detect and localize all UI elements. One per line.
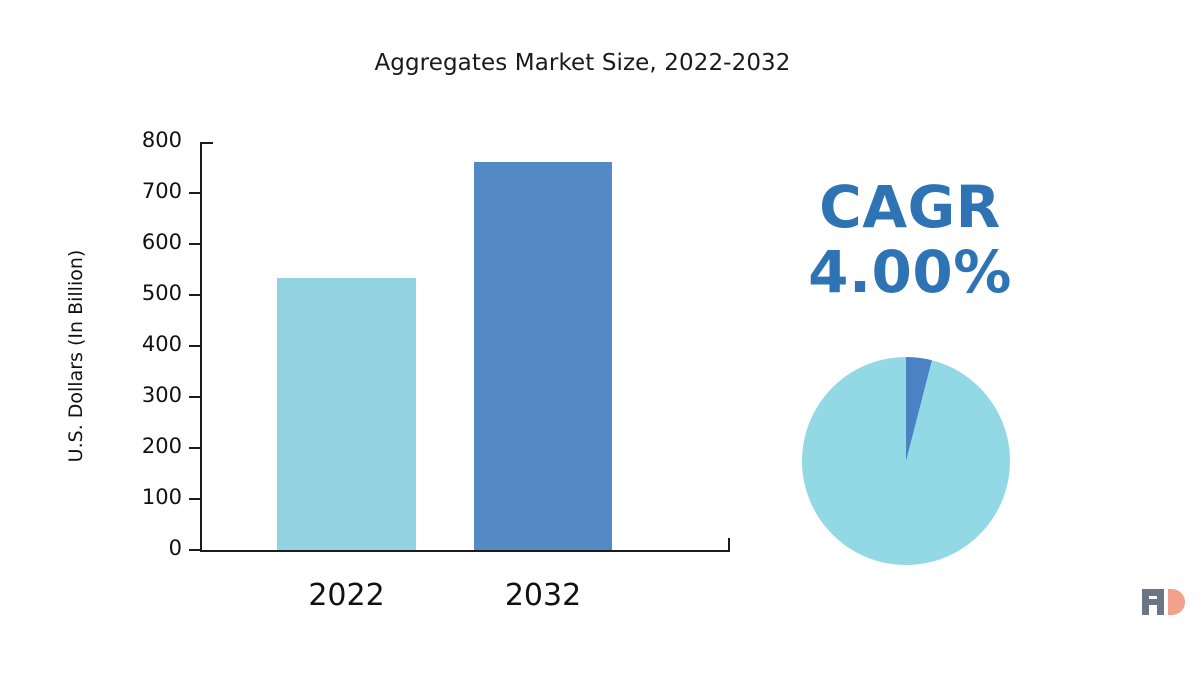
pie-slice-growth-share bbox=[906, 357, 932, 461]
y-axis-tick bbox=[189, 549, 201, 551]
cagr-annotation: CAGR 4.00% bbox=[795, 173, 1025, 307]
y-axis-line bbox=[200, 142, 202, 552]
pie-chart-svg bbox=[802, 357, 1010, 565]
y-axis-title: U.S. Dollars (In Billion) bbox=[65, 249, 87, 463]
page-title: Aggregates Market Size, 2022-2032 bbox=[374, 50, 791, 76]
y-axis-tick-label: 300 bbox=[141, 383, 182, 407]
cagr-value: 4.00% bbox=[808, 238, 1012, 307]
brand-logo bbox=[1142, 585, 1194, 619]
logo-letter-d bbox=[1168, 589, 1185, 615]
x-axis-label-2032: 2032 bbox=[504, 578, 582, 613]
y-axis-tick-label: 400 bbox=[141, 332, 182, 356]
y-axis-tick-label: 500 bbox=[141, 281, 182, 305]
y-axis-tick-label: 0 bbox=[168, 536, 182, 560]
x-axis-end-tick bbox=[728, 538, 730, 551]
y-axis-tick bbox=[189, 192, 201, 194]
pie-chart bbox=[801, 356, 1011, 566]
y-axis-tick bbox=[189, 447, 201, 449]
y-axis-tick bbox=[189, 498, 201, 500]
logo-letter-r bbox=[1142, 589, 1164, 615]
x-axis-label-2022: 2022 bbox=[308, 578, 385, 613]
bar-2022 bbox=[277, 278, 416, 550]
cagr-label: CAGR bbox=[819, 173, 1001, 241]
y-axis-tick bbox=[189, 396, 201, 398]
bar-chart-plot: 0 100 200 300 400 500 600 700 800 U.S. Dollars (… bbox=[65, 128, 730, 613]
brand-logo-svg bbox=[1142, 589, 1185, 615]
y-axis-tick bbox=[189, 345, 201, 347]
y-axis-tick-label: 200 bbox=[141, 434, 182, 458]
y-axis-tick-label: 100 bbox=[141, 485, 182, 509]
y-axis-top-tick bbox=[200, 142, 213, 144]
y-axis-tick bbox=[189, 243, 201, 245]
y-axis-tick bbox=[189, 294, 201, 296]
x-axis-line bbox=[200, 550, 730, 552]
y-axis-tick-label: 600 bbox=[141, 230, 182, 254]
bar-2032 bbox=[474, 161, 612, 550]
y-axis-tick-label: 800 bbox=[141, 128, 182, 152]
y-axis-tick-label: 700 bbox=[141, 179, 182, 203]
